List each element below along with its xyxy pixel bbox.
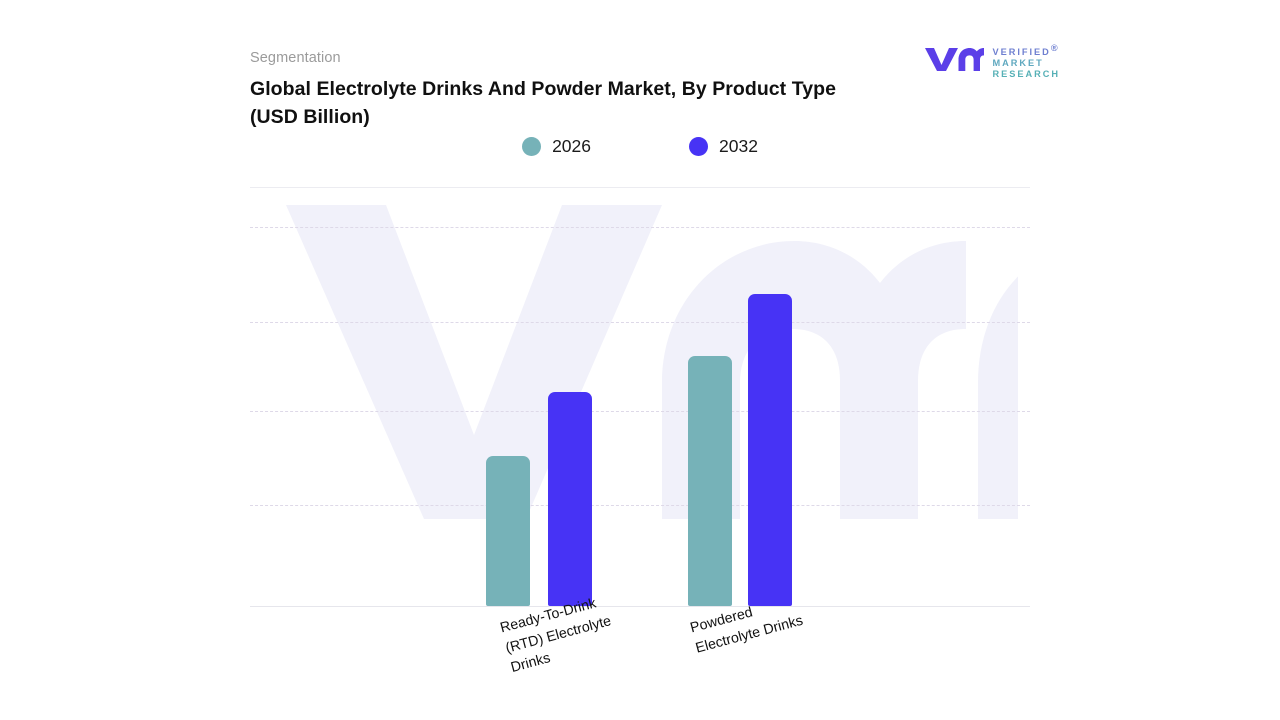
gridline <box>250 322 1030 323</box>
registered-mark-icon: ® <box>1050 43 1060 53</box>
bar-2032-ready-to-drink[interactable] <box>548 392 592 606</box>
x-axis-line <box>250 606 1030 607</box>
legend-item-2026[interactable]: 2026 <box>522 136 591 157</box>
bar-series-container <box>250 187 1030 607</box>
vmr-logo-wordmark: VERIFIED® MARKET RESEARCH <box>992 43 1060 80</box>
legend-dot-icon <box>689 137 708 156</box>
vmr-logo-line-1: VERIFIED® <box>992 43 1060 58</box>
vmr-logo: VERIFIED® MARKET RESEARCH <box>923 43 1060 80</box>
x-axis-labels: Ready-To-Drink (RTD) Electrolyte Drinks … <box>250 595 1030 717</box>
legend-item-2032[interactable]: 2032 <box>689 136 758 157</box>
vmr-logo-line-3: RESEARCH <box>992 68 1060 79</box>
legend-dot-icon <box>522 137 542 156</box>
page-title: Global Electrolyte Drinks And Powder Mar… <box>250 78 836 128</box>
bar-2026-powdered[interactable] <box>688 356 732 606</box>
plot-top-border <box>250 187 1030 188</box>
segmentation-kicker: Segmentation <box>250 50 341 66</box>
plot-area <box>250 187 1030 607</box>
legend-item-label: 2026 <box>552 136 591 156</box>
gridline <box>250 227 1030 228</box>
vmr-logo-line-2: MARKET <box>992 57 1044 68</box>
bar-2026-ready-to-drink[interactable] <box>486 456 530 606</box>
bar-2032-powdered[interactable] <box>748 294 792 606</box>
chart-legend: 2026 2032 <box>250 136 1030 157</box>
gridline <box>250 411 1030 412</box>
gridline <box>250 505 1030 506</box>
vmr-logo-mark-icon <box>923 45 985 78</box>
legend-item-label: 2032 <box>719 136 758 156</box>
